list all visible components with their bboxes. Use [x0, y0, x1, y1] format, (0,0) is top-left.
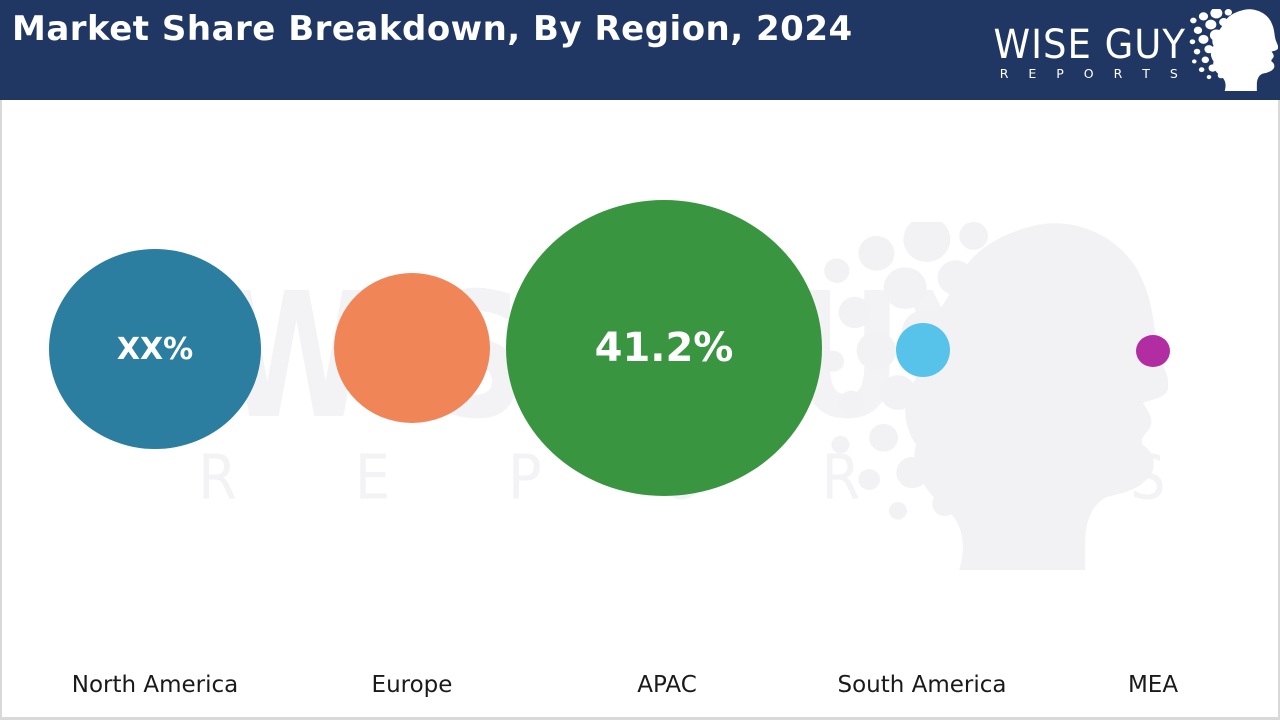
bubble-south-america[interactable]: [896, 323, 950, 377]
bubble-value-apac: 41.2%: [594, 325, 734, 371]
chart-area: WISE GUY R E P O R T S XX% 41.2% North A…: [0, 100, 1280, 720]
wise-guy-logo: WISE GUY R E P O R T S: [994, 4, 1278, 96]
bubble-mea[interactable]: [1136, 335, 1170, 367]
header-bar: Market Share Breakdown, By Region, 2024 …: [0, 0, 1280, 100]
logo-reports-label: R E P O R T S: [999, 65, 1186, 81]
dot-head-icon: [1189, 9, 1278, 91]
bubble-value-north-america: XX%: [116, 331, 194, 367]
watermark-dot-head-icon: [822, 222, 1168, 570]
logo-wordmark: WISE GUY: [993, 20, 1186, 68]
bubble-apac[interactable]: 41.2%: [506, 200, 822, 496]
bubble-north-america[interactable]: XX%: [49, 249, 261, 449]
category-label-europe: Europe: [371, 672, 453, 698]
category-label-north-america: North America: [71, 672, 239, 698]
bubble-europe[interactable]: [334, 273, 490, 423]
page-title: Market Share Breakdown, By Region, 2024: [12, 9, 853, 49]
category-label-south-america: South America: [837, 672, 1007, 698]
category-label-mea: MEA: [1127, 672, 1179, 698]
logo-text: WISE GUY R E P O R T S: [993, 20, 1186, 81]
category-label-apac: APAC: [637, 672, 697, 698]
